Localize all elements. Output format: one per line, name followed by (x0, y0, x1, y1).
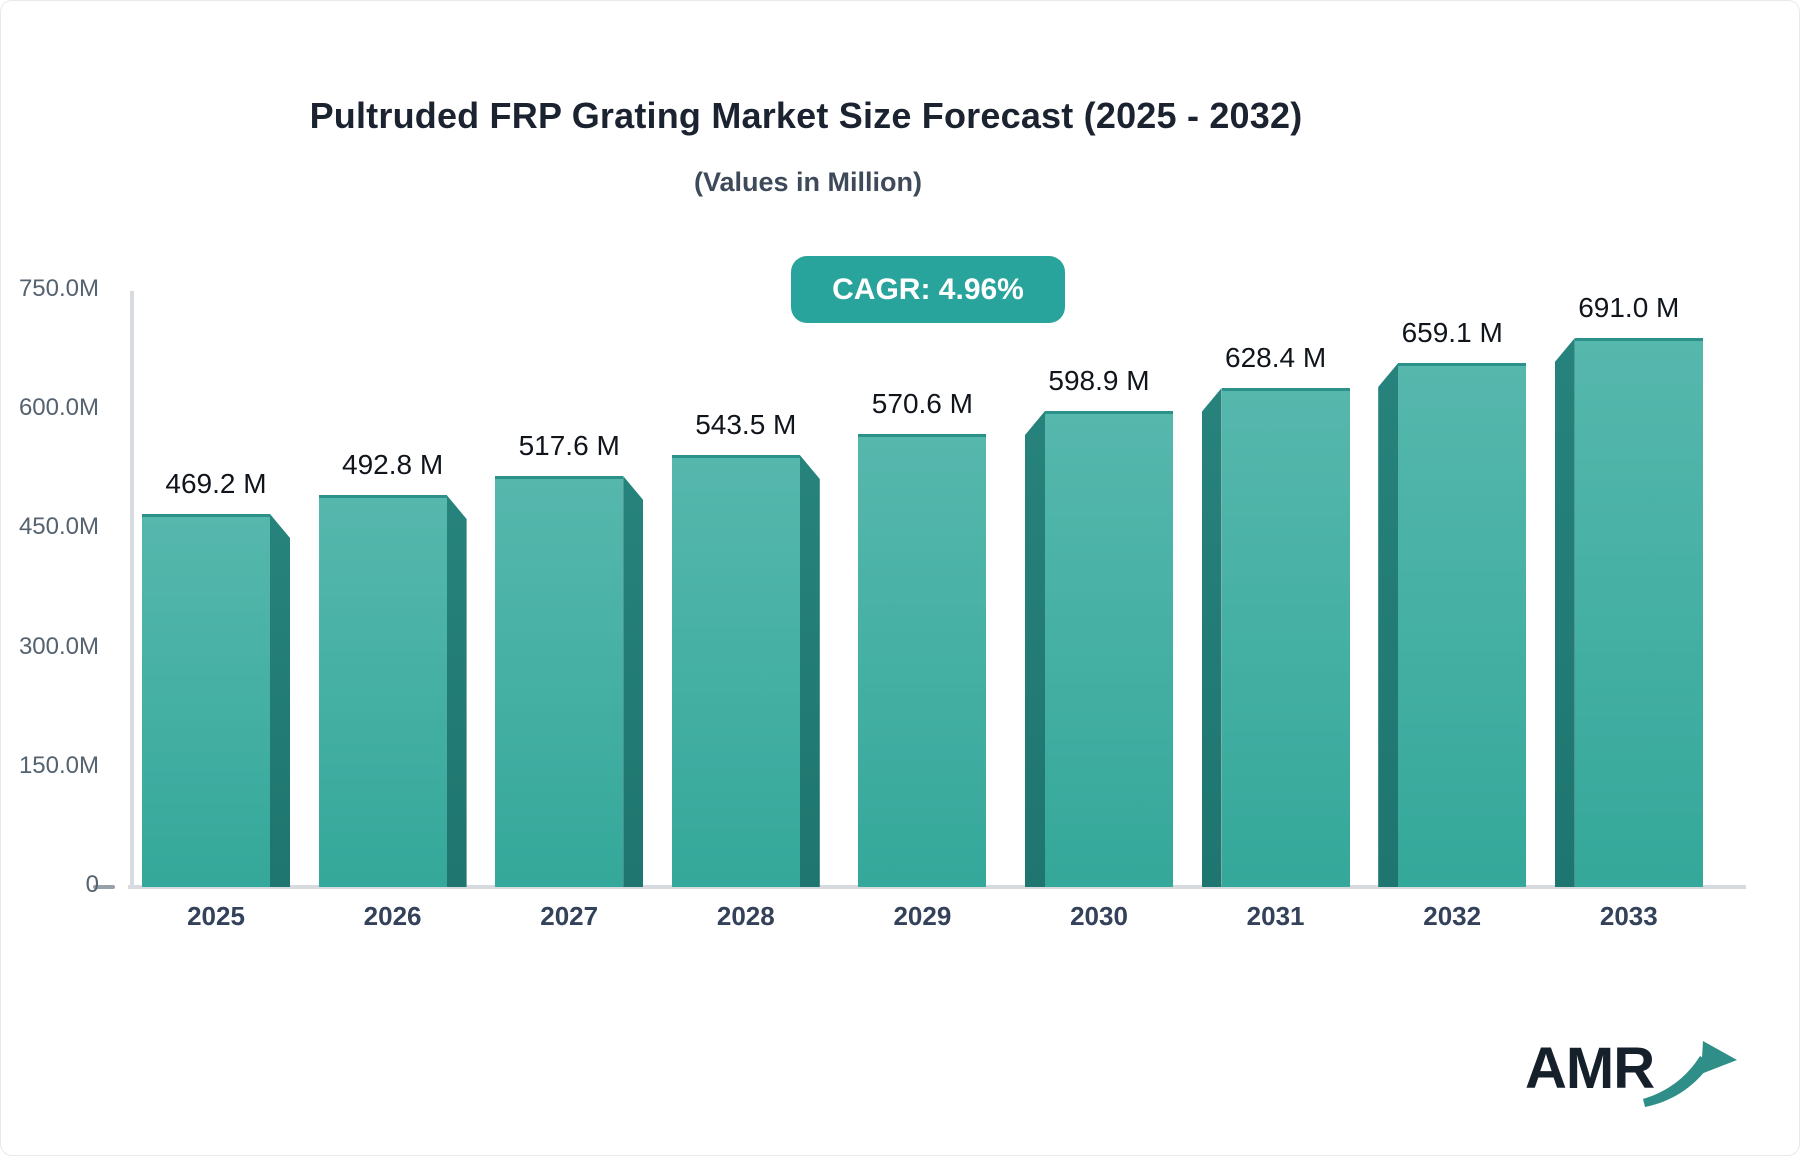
bar-2025 (142, 514, 290, 887)
bar-face (858, 434, 987, 887)
bar-value-label: 628.4 M (1225, 342, 1327, 373)
x-tick-label: 2027 (540, 901, 599, 931)
cagr-badge: CAGR: 4.96% (791, 256, 1065, 323)
y-tick-label: 750.0M (18, 275, 99, 302)
bar-value-label: 570.6 M (871, 388, 973, 419)
x-tick-label: 2029 (893, 901, 952, 931)
x-tick-label: 2032 (1423, 901, 1482, 931)
bar-value-label: 517.6 M (518, 430, 620, 461)
bar-side-face (799, 455, 820, 887)
x-tick-label: 2025 (187, 901, 245, 931)
bar-2028 (671, 455, 820, 887)
bar-value-label: 659.1 M (1401, 317, 1503, 348)
bar-face (1574, 338, 1703, 887)
bar-side-face (1201, 388, 1222, 887)
y-tick-label: 450.0M (18, 513, 99, 541)
bar-2032 (1378, 363, 1527, 887)
bar-2033 (1554, 338, 1703, 887)
y-tick-label: 150.0M (18, 751, 99, 779)
chart-title: Pultruded FRP Grating Market Size Foreca… (309, 95, 1303, 136)
bar-side-face (1554, 338, 1575, 887)
y-tick-label: 0 (85, 871, 99, 898)
x-tick-label: 2028 (716, 901, 775, 931)
bar-face (671, 455, 800, 887)
bar-value-label: 598.9 M (1048, 365, 1150, 396)
bar-face (1221, 388, 1350, 887)
bar-face (318, 495, 447, 887)
bar-side-face (270, 514, 290, 887)
y-tick-label: 600.0M (18, 394, 99, 422)
bar-face (1045, 411, 1173, 887)
bar-value-label: 543.5 M (695, 409, 797, 440)
bar-2031 (1201, 388, 1350, 887)
bar-side-face (446, 495, 467, 887)
bar-face (1398, 363, 1527, 887)
growth-arrow-icon (1643, 1041, 1737, 1107)
bar-value-label: 691.0 M (1578, 292, 1680, 323)
bar-2030 (1025, 411, 1173, 887)
zero-tick-mark (93, 885, 115, 889)
bar-2027 (495, 476, 644, 887)
bar-face (495, 476, 624, 887)
amr-logo: AMR (1525, 1031, 1755, 1121)
bar-2026 (318, 495, 467, 887)
x-axis-line (128, 885, 1746, 889)
bar-2029 (858, 434, 987, 887)
x-tick-label: 2030 (1070, 901, 1128, 931)
x-tick-label: 2026 (363, 901, 422, 931)
chart-subtitle: (Values in Million) (693, 167, 923, 197)
x-tick-label: 2031 (1246, 901, 1305, 931)
bar-value-label: 492.8 M (342, 449, 444, 480)
y-tick-label: 300.0M (18, 632, 99, 660)
bar-face (142, 514, 270, 887)
bar-side-face (623, 476, 644, 887)
x-tick-label: 2033 (1599, 901, 1658, 931)
bar-side-face (1025, 411, 1045, 887)
bar-value-label: 469.2 M (165, 468, 267, 499)
amr-logo-text: AMR (1525, 1036, 1655, 1101)
y-axis-line (130, 291, 134, 887)
bar-side-face (1378, 363, 1399, 887)
